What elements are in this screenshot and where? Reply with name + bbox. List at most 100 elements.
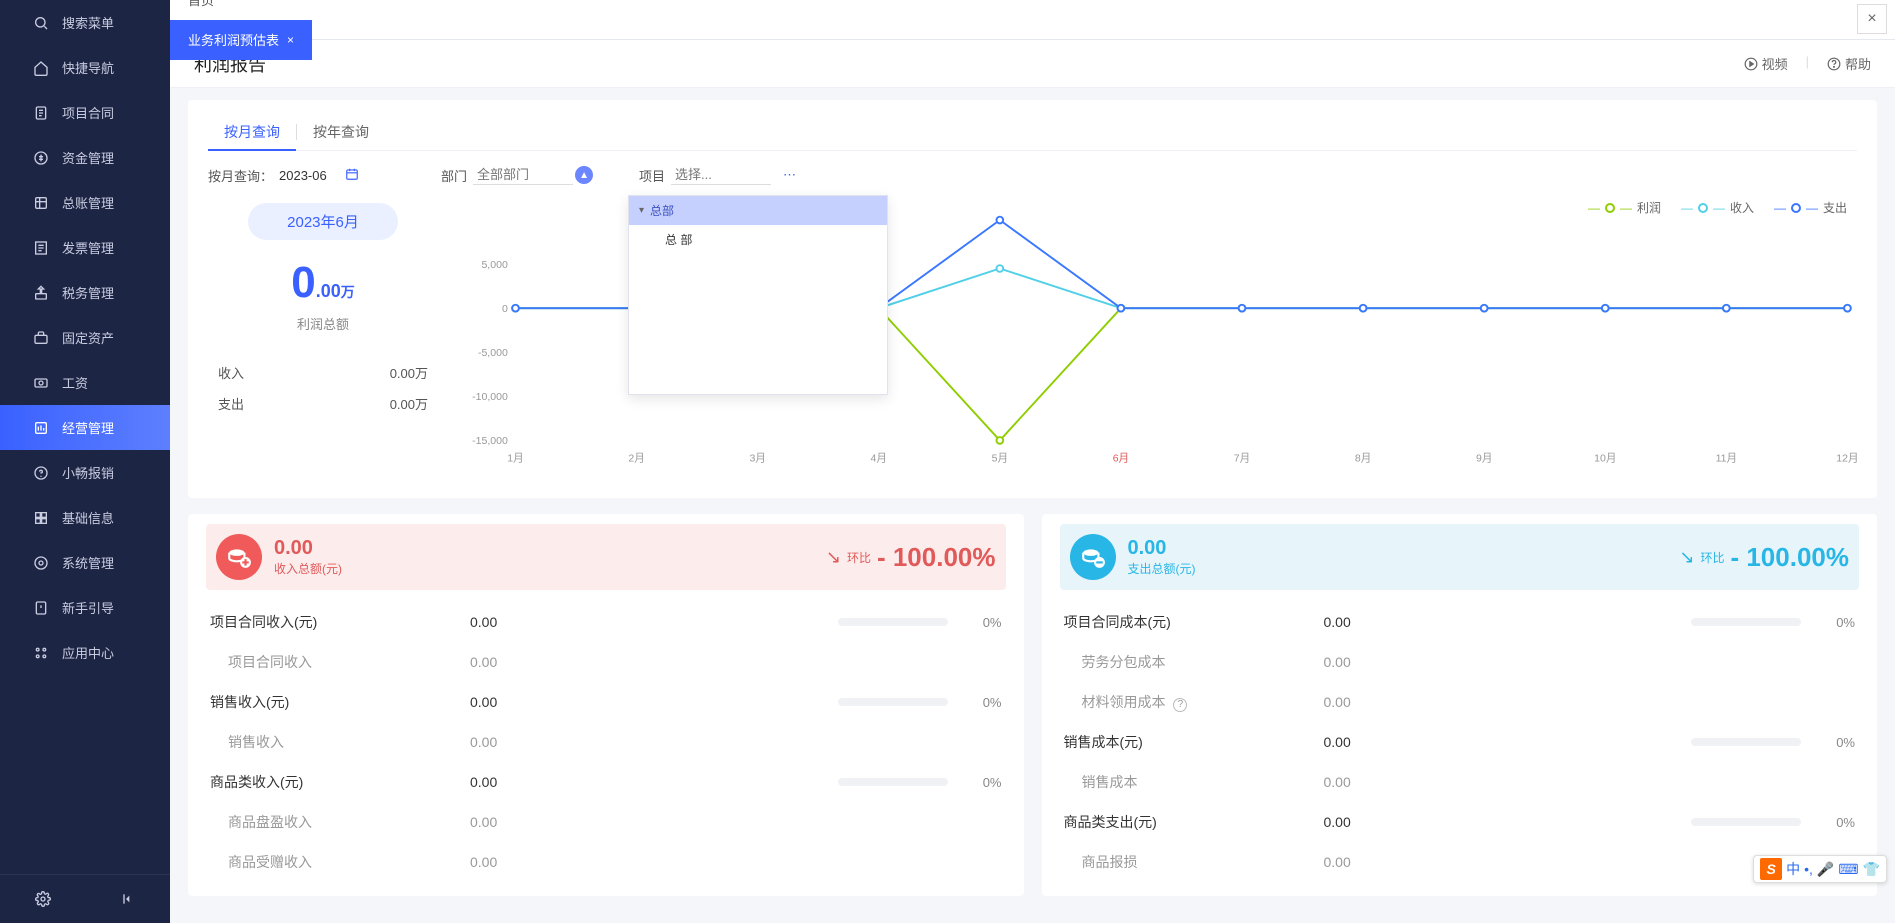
detail-row: 材料领用成本 ?0.00	[1060, 682, 1860, 722]
expense-banner: 0.00 支出总额(元) ↘ 环比 - 100.00%	[1060, 524, 1860, 590]
svg-text:8月: 8月	[1355, 452, 1371, 464]
sidebar-item-1[interactable]: 快捷导航	[0, 45, 170, 90]
svg-text:2月: 2月	[628, 452, 644, 464]
sidebar-item-5[interactable]: 发票管理	[0, 225, 170, 270]
reimburse-icon	[32, 464, 50, 482]
dept-option-root[interactable]: ▾ 总部	[629, 196, 887, 225]
page-header: 利润报告 视频 | 帮助	[170, 40, 1895, 88]
progress-bar	[838, 618, 948, 626]
project-more-icon[interactable]: ⋯	[783, 167, 798, 183]
detail-row: 销售收入(元)0.000%	[206, 682, 1006, 722]
filter-dept: 部门 ▲	[441, 165, 593, 185]
sidebar-footer	[0, 874, 170, 923]
sidebar-item-3[interactable]: 资金管理	[0, 135, 170, 180]
filter-project: 项目 ⋯	[639, 165, 798, 185]
summary-card: 2023年6月 0.00万 利润总额 收入0.00万 支出0.00万	[208, 195, 438, 478]
home-icon	[32, 59, 50, 77]
detail-row: 项目合同成本(元)0.000%	[1060, 602, 1860, 642]
income-card: 0.00 收入总额(元) ↘ 环比 - 100.00% 项目合同收入(元)0.0…	[188, 514, 1024, 896]
ime-bar[interactable]: S 中 •, 🎤 ⌨ 👕	[1753, 855, 1887, 883]
svg-text:5,000: 5,000	[481, 259, 507, 271]
apps-icon	[32, 644, 50, 662]
detail-row: 销售收入0.00	[206, 722, 1006, 762]
sidebar-item-9[interactable]: 经营管理	[0, 405, 170, 450]
svg-text:-5,000: -5,000	[478, 347, 508, 359]
help-link[interactable]: 帮助	[1827, 54, 1871, 73]
ime-skin-icon[interactable]: 👕	[1863, 861, 1880, 878]
tab-1[interactable]: 业务利润预估表×	[170, 20, 312, 60]
detail-row: 销售成本(元)0.000%	[1060, 722, 1860, 762]
detail-row: 商品类收入(元)0.000%	[206, 762, 1006, 802]
detail-row: 商品类支出(元)0.000%	[1060, 802, 1860, 842]
ime-voice-icon[interactable]: 🎤	[1817, 861, 1834, 878]
video-link[interactable]: 视频	[1744, 54, 1788, 73]
progress-bar	[838, 778, 948, 786]
subtab-monthly[interactable]: 按月查询	[208, 114, 296, 150]
profit-total-value: 0.00万	[208, 258, 438, 308]
detail-row: 项目合同收入(元)0.000%	[206, 602, 1006, 642]
expense-card: 0.00 支出总额(元) ↘ 环比 - 100.00% 项目合同成本(元)0.0…	[1042, 514, 1878, 896]
tab-0[interactable]: 首页	[170, 0, 312, 20]
sidebar-item-12[interactable]: 系统管理	[0, 540, 170, 585]
svg-text:6月: 6月	[1113, 452, 1129, 464]
collapse-sidebar-icon[interactable]	[114, 885, 142, 913]
sidebar-item-13[interactable]: 新手引导	[0, 585, 170, 630]
sidebar-item-10[interactable]: 小畅报销	[0, 450, 170, 495]
svg-text:11月: 11月	[1716, 452, 1737, 464]
settings-gear-icon[interactable]	[29, 885, 57, 913]
dept-dropdown-popup: ▾ 总部 总 部	[628, 195, 888, 395]
sidebar-item-8[interactable]: 工资	[0, 360, 170, 405]
svg-text:4月: 4月	[871, 452, 887, 464]
trend-down-icon: ↘	[826, 547, 841, 568]
sidebar-item-11[interactable]: 基础信息	[0, 495, 170, 540]
sidebar-item-4[interactable]: 总账管理	[0, 180, 170, 225]
trend-down-icon: ↘	[1679, 547, 1694, 568]
tax-icon	[32, 284, 50, 302]
dept-input[interactable]	[473, 165, 573, 185]
close-tab-icon[interactable]: ×	[287, 33, 294, 47]
sidebar-item-6[interactable]: 税务管理	[0, 270, 170, 315]
ledger-icon	[32, 194, 50, 212]
base-icon	[32, 509, 50, 527]
detail-row: 项目合同收入0.00	[206, 642, 1006, 682]
sidebar: 搜索菜单快捷导航项目合同资金管理总账管理发票管理税务管理固定资产工资经营管理小畅…	[0, 0, 170, 923]
ime-keyboard-icon[interactable]: ⌨	[1838, 861, 1858, 878]
doc-icon	[32, 104, 50, 122]
detail-row: 销售成本0.00	[1060, 762, 1860, 802]
ime-lang-toggle[interactable]: 中	[1786, 859, 1800, 879]
filter-month: 按月查询：	[208, 166, 359, 185]
income-icon	[216, 534, 262, 580]
biz-icon	[32, 419, 50, 437]
ime-punct-toggle[interactable]: •,	[1804, 861, 1813, 877]
guide-icon	[32, 599, 50, 617]
sub-tabs: 按月查询 按年查询	[208, 114, 1857, 151]
subtab-yearly[interactable]: 按年查询	[297, 114, 385, 150]
invoice-icon	[32, 239, 50, 257]
detail-row: 商品报损0.00	[1060, 842, 1860, 882]
expense-icon	[1070, 534, 1116, 580]
dept-dropdown-toggle[interactable]: ▲	[575, 166, 593, 184]
svg-text:1月: 1月	[507, 452, 523, 464]
chart-legend: —— 利润—— 收入—— 支出	[1588, 199, 1847, 216]
month-input[interactable]	[279, 168, 339, 183]
income-banner: 0.00 收入总额(元) ↘ 环比 - 100.00%	[206, 524, 1006, 590]
dept-option-child[interactable]: 总 部	[629, 225, 887, 254]
sidebar-item-7[interactable]: 固定资产	[0, 315, 170, 360]
sidebar-item-0[interactable]: 搜索菜单	[0, 0, 170, 45]
svg-text:3月: 3月	[749, 452, 765, 464]
info-icon[interactable]: ?	[1173, 698, 1187, 712]
tabs-bar: 首页业务利润预估表× ×	[170, 0, 1895, 40]
detail-row: 劳务分包成本0.00	[1060, 642, 1860, 682]
sidebar-item-14[interactable]: 应用中心	[0, 630, 170, 675]
progress-bar	[1691, 618, 1801, 626]
svg-text:5月: 5月	[992, 452, 1008, 464]
close-all-tabs-button[interactable]: ×	[1857, 4, 1887, 34]
expand-tree-icon[interactable]: ▾	[639, 205, 644, 216]
svg-text:7月: 7月	[1234, 452, 1250, 464]
progress-bar	[838, 698, 948, 706]
project-input[interactable]	[671, 165, 771, 185]
legend-item: —— 利润	[1588, 199, 1661, 216]
sidebar-item-2[interactable]: 项目合同	[0, 90, 170, 135]
svg-text:-10,000: -10,000	[472, 391, 508, 403]
calendar-icon[interactable]	[345, 167, 359, 184]
